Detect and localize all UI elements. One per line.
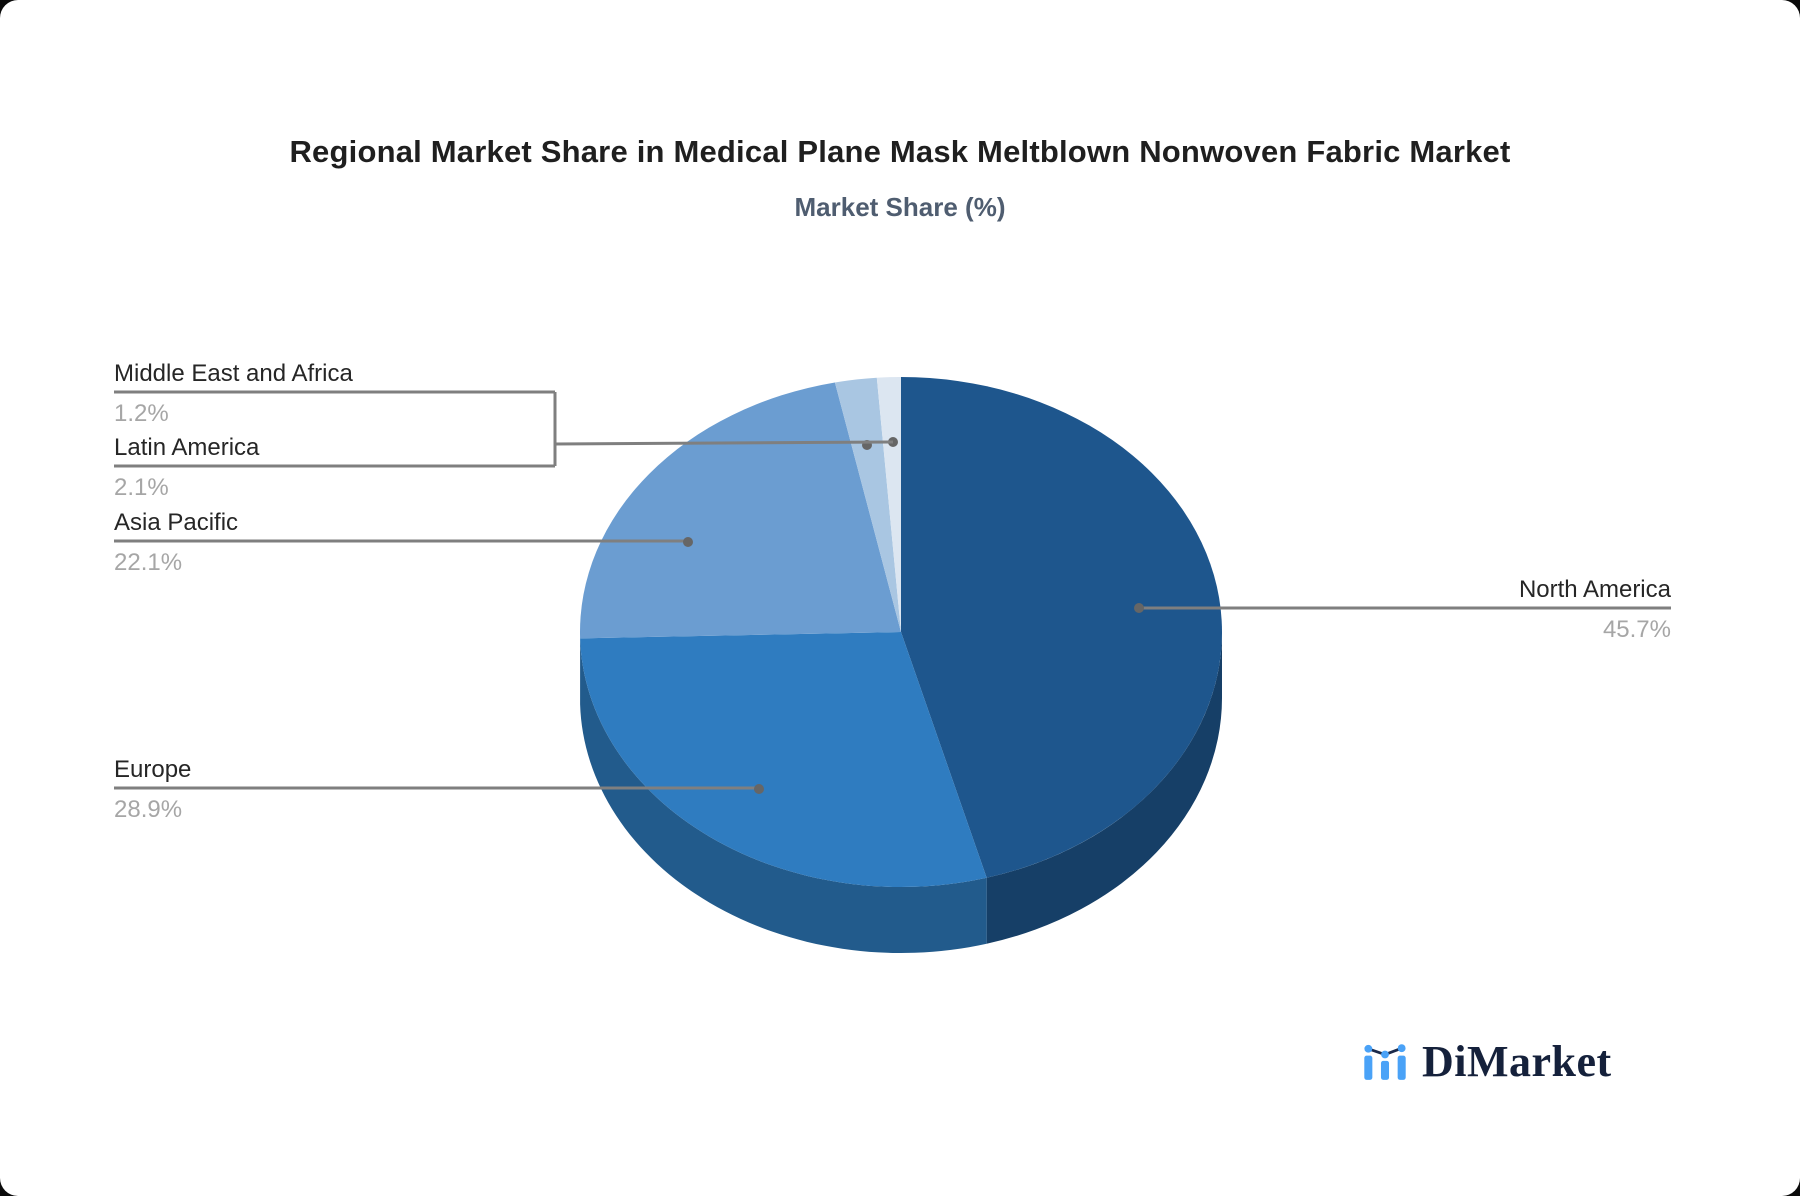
leader-dot-north-america	[1134, 603, 1144, 613]
slice-value-latin-america: 2.1%	[114, 474, 169, 501]
pie-rim-europe	[580, 638, 987, 954]
slice-label-north-america: North America	[1519, 576, 1672, 603]
slice-label-middle-east-and-africa: Middle East and Africa	[114, 360, 353, 387]
chart-title: Regional Market Share in Medical Plane M…	[289, 134, 1511, 169]
leader-dot-europe	[754, 784, 764, 794]
pie-slice-north-america	[901, 377, 1222, 878]
pie-rim-north-america	[986, 632, 1222, 944]
chart-subtitle: Market Share (%)	[794, 192, 1006, 222]
slice-label-europe: Europe	[114, 756, 191, 783]
dimarket-logo: DiMarket	[1362, 1036, 1612, 1087]
bracket-leader-line	[554, 440, 894, 446]
leader-dot-asia-pacific	[683, 537, 693, 547]
slice-label-latin-america: Latin America	[114, 434, 260, 461]
slice-value-north-america: 45.7%	[1603, 616, 1671, 643]
pie-slice-asia-pacific	[580, 382, 901, 639]
slice-value-europe: 28.9%	[114, 796, 182, 823]
slice-value-middle-east-and-africa: 1.2%	[114, 400, 169, 427]
mini-bar-line-chart-icon	[1364, 1043, 1406, 1080]
dimarket-logo-text: DiMarket	[1422, 1037, 1612, 1086]
slice-label-asia-pacific: Asia Pacific	[114, 509, 238, 536]
slice-value-asia-pacific: 22.1%	[114, 549, 182, 576]
pie-slice-europe	[580, 632, 987, 887]
